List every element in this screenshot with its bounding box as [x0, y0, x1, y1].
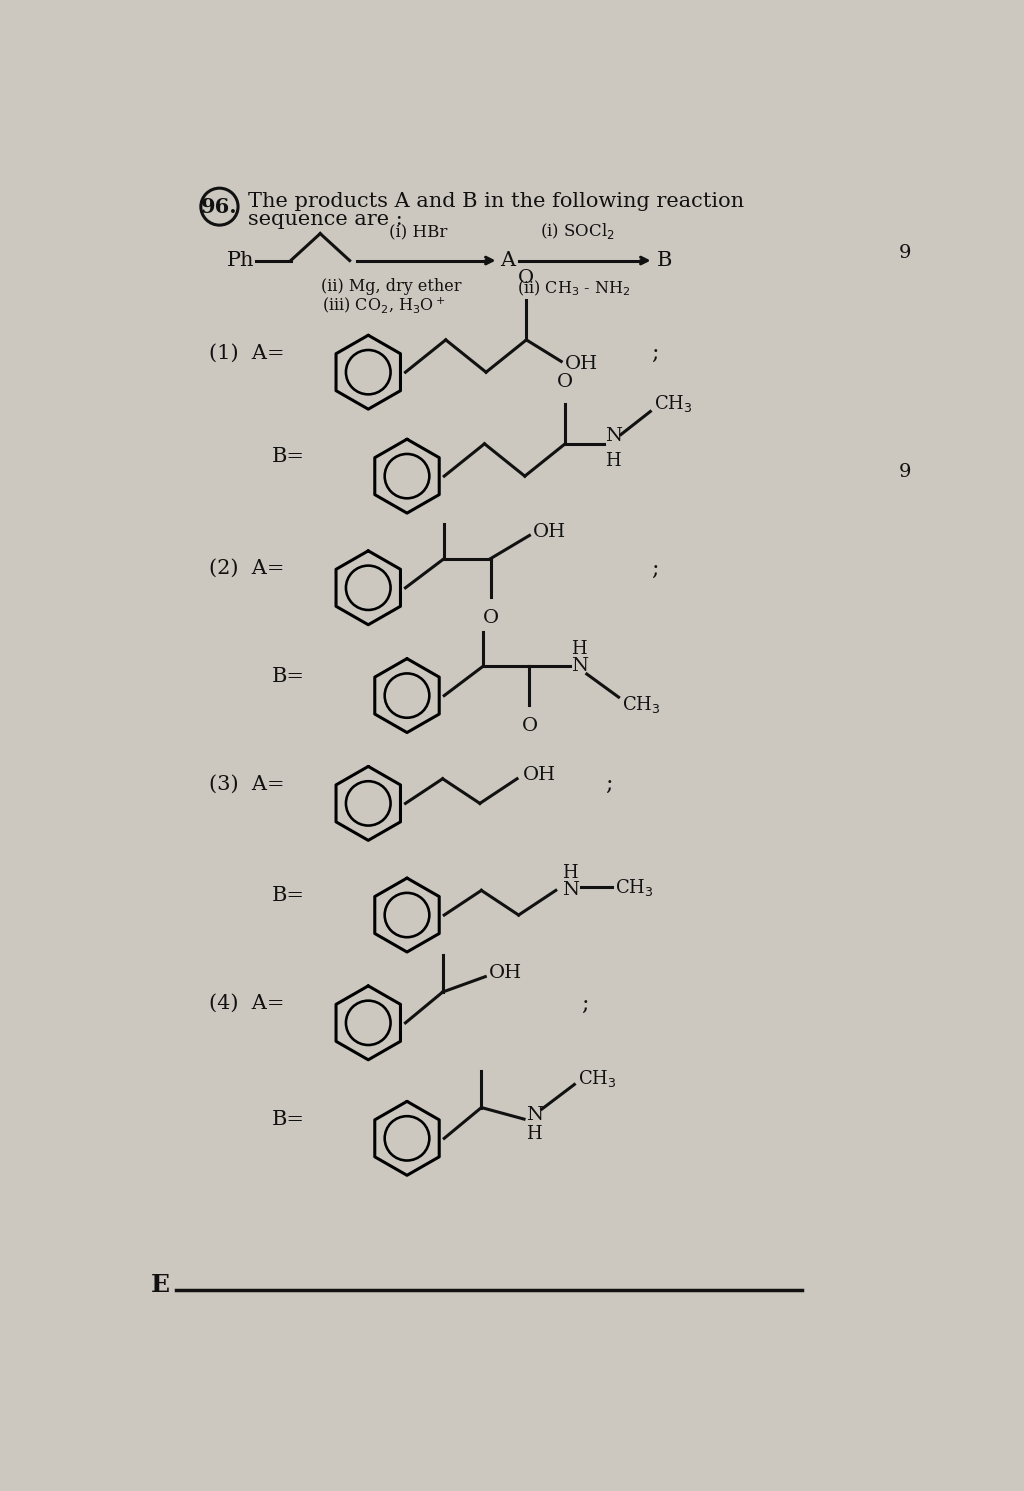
Text: (iii) CO$_2$, H$_3$O$^+$: (iii) CO$_2$, H$_3$O$^+$	[322, 295, 445, 315]
Text: (2)  A=: (2) A=	[209, 559, 285, 579]
Text: N: N	[604, 426, 622, 446]
Text: 9: 9	[898, 464, 910, 482]
Text: N: N	[525, 1106, 543, 1124]
Text: O: O	[518, 270, 535, 288]
Text: H: H	[562, 865, 578, 883]
Text: (i) HBr: (i) HBr	[389, 224, 447, 242]
Text: ;: ;	[651, 341, 658, 364]
Text: E: E	[152, 1273, 170, 1297]
Text: O: O	[482, 610, 499, 628]
Text: 9: 9	[898, 245, 910, 262]
Text: O: O	[521, 717, 538, 735]
Text: H: H	[605, 452, 621, 470]
Text: (i) SOCl$_2$: (i) SOCl$_2$	[540, 221, 615, 242]
Text: CH$_3$: CH$_3$	[654, 394, 693, 414]
Text: B: B	[656, 250, 672, 270]
Text: N: N	[570, 658, 588, 675]
Text: (1)  A=: (1) A=	[209, 343, 285, 362]
Text: OH: OH	[565, 355, 598, 373]
Text: (4)  A=: (4) A=	[209, 994, 285, 1012]
Text: ;: ;	[651, 558, 658, 580]
Text: (ii) CH$_3$ - NH$_2$: (ii) CH$_3$ - NH$_2$	[517, 279, 631, 298]
Text: ;: ;	[582, 993, 589, 1014]
Text: ;: ;	[605, 774, 612, 795]
Text: 96.: 96.	[201, 197, 238, 216]
Text: O: O	[557, 373, 573, 392]
Text: B=: B=	[271, 666, 304, 686]
Text: CH$_3$: CH$_3$	[614, 877, 653, 898]
Text: A: A	[500, 250, 515, 270]
Text: B=: B=	[271, 886, 304, 905]
Text: CH$_3$: CH$_3$	[623, 695, 662, 716]
Text: OH: OH	[534, 522, 566, 541]
Text: OH: OH	[523, 766, 556, 784]
Text: CH$_3$: CH$_3$	[579, 1068, 616, 1088]
Text: The products A and B in the following reaction: The products A and B in the following re…	[248, 192, 744, 210]
Text: Ph: Ph	[226, 250, 254, 270]
Text: N: N	[562, 881, 579, 899]
Text: B=: B=	[271, 447, 304, 467]
Text: B=: B=	[271, 1109, 304, 1129]
Text: OH: OH	[489, 963, 522, 981]
Text: H: H	[571, 641, 587, 659]
Text: (3)  A=: (3) A=	[209, 775, 285, 793]
Text: H: H	[526, 1126, 542, 1144]
Text: sequence are :: sequence are :	[248, 210, 402, 230]
Text: (ii) Mg, dry ether: (ii) Mg, dry ether	[322, 279, 462, 295]
